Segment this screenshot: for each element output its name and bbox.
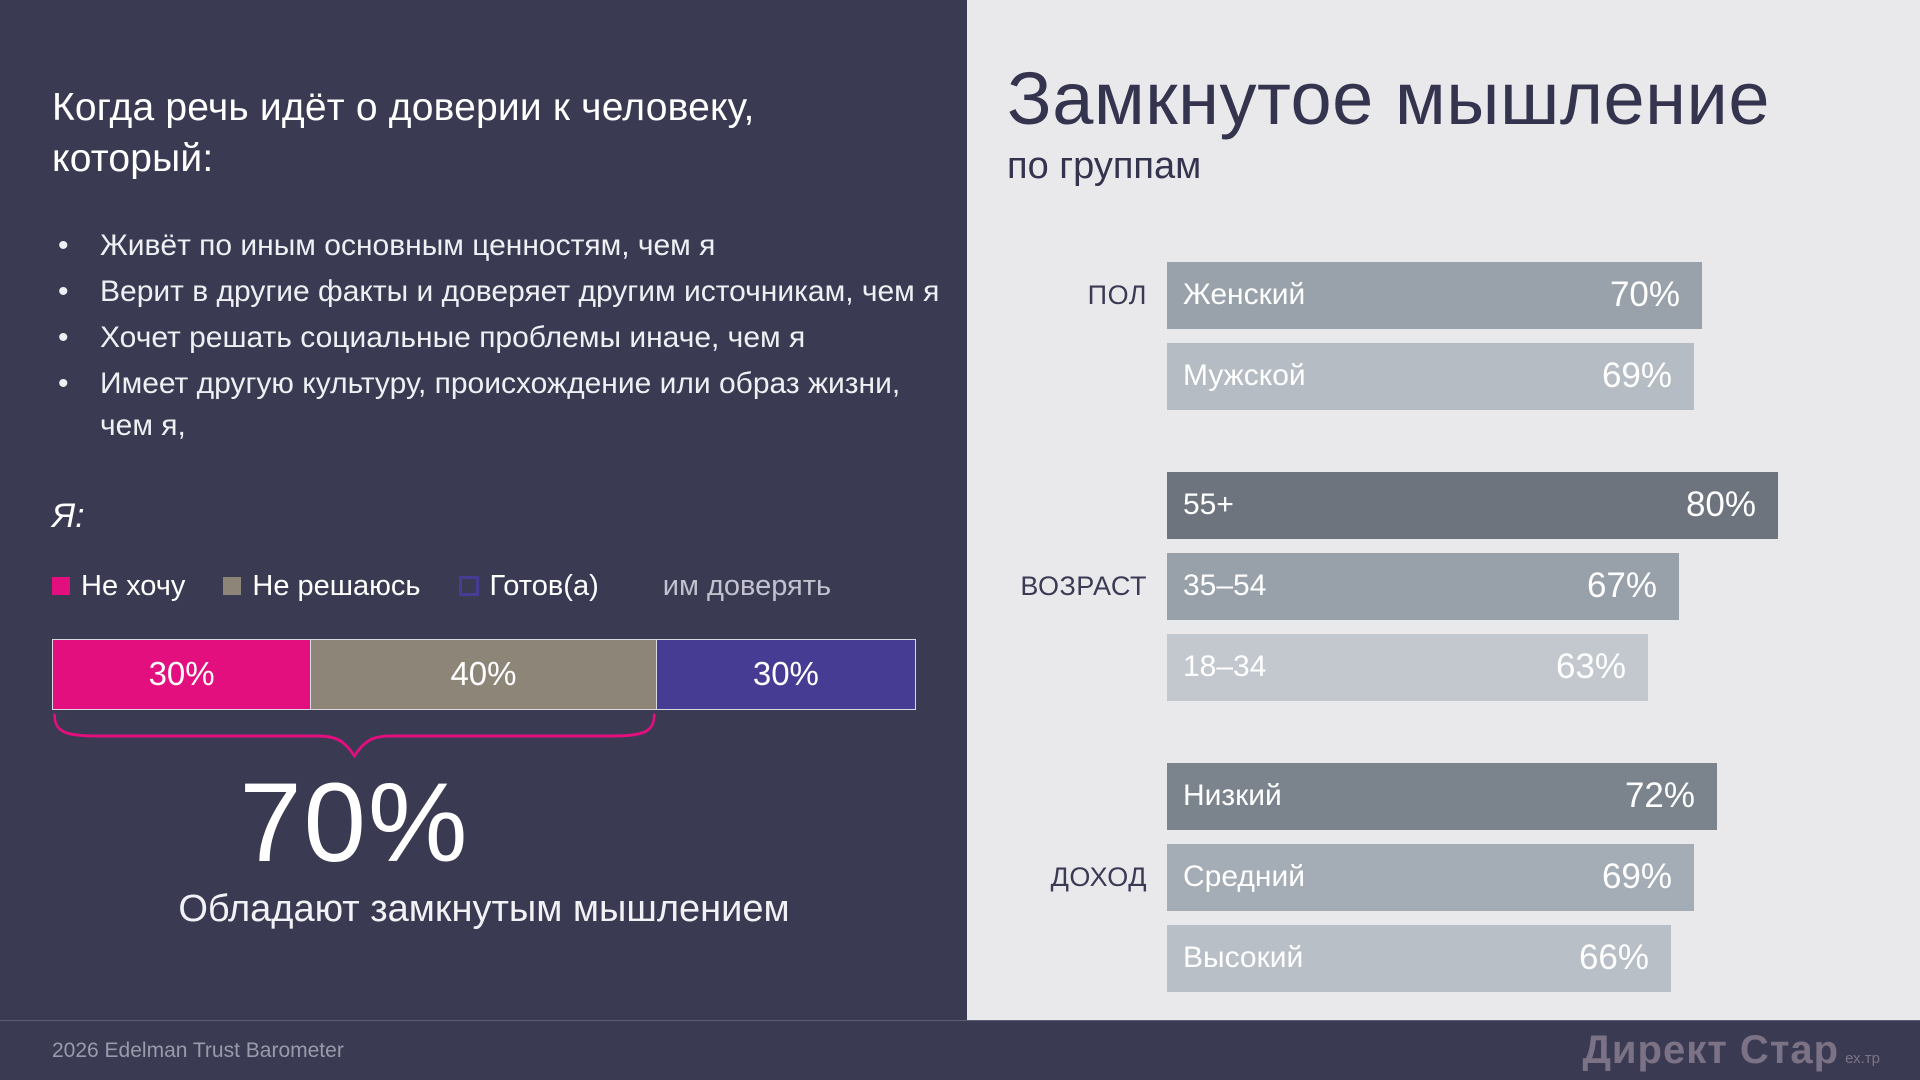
bar-nizkiy: Низкий 72% [1167,762,1717,830]
stacked-bar: 30% 40% 30% [52,638,916,710]
watermark: Директ Стар ех.тр [1582,1028,1880,1073]
legend-swatch-gray [223,577,242,596]
bar-value: 67% [1586,566,1657,606]
bar-category: 18–34 [1183,650,1267,684]
bar-55plus: 55+ 80% [1167,471,1778,539]
group-label-income: ДОХОД [1050,861,1147,892]
bar-category: Высокий [1183,941,1304,975]
bar-value: 72% [1624,776,1695,816]
bar-category: 55+ [1183,488,1234,522]
watermark-text: Директ Стар [1582,1028,1840,1072]
segment-ne-hochu: 30% [52,638,312,710]
legend-item-gotov: Готов(а) [458,569,599,603]
segment-label: 30% [752,655,819,693]
left-title: Когда речь идёт о доверии к человеку, ко… [52,86,755,181]
watermark-suffix: ех.тр [1845,1050,1880,1067]
bar-35-54: 35–54 67% [1167,552,1679,620]
bar-value: 63% [1555,647,1626,687]
segment-ne-reshayus: 40% [311,638,657,710]
bar-category: Низкий [1183,779,1282,813]
segment-gotov: 30% [656,638,916,710]
bar-category: Мужской [1183,359,1306,393]
bar-value: 66% [1578,938,1649,978]
legend-swatch-purple [458,576,479,597]
bullet-item: Верит в другие факты и доверяет другим и… [52,271,940,313]
group-label-gender: ПОЛ [1087,279,1147,310]
stacked-bar-chart: 30% 40% 30% 70% Обладают замкнутым мышле… [52,638,916,931]
chart-group-gender: ПОЛ Женский 70% Мужской 69% [1007,261,1920,410]
footer-source: 2026 Edelman Trust Barometer [52,1038,344,1062]
chart-group-age: ВОЗРАСТ 55+ 80% 35–54 67% 18–34 63% [1007,471,1920,701]
bullet-item: Хочет решать социальные проблемы иначе, … [52,317,940,359]
bar-muzhskoy: Мужской 69% [1167,342,1694,410]
bar-value: 80% [1685,485,1756,525]
bar-18-34: 18–34 63% [1167,633,1648,701]
right-title: Замкнутое мышление [1007,57,1771,140]
annotation-value: 70% [239,759,470,885]
underbrace-svg [53,713,656,759]
underbrace: 70% [52,712,657,882]
bar-category: Средний [1183,860,1305,894]
ya-label: Я: [52,496,85,535]
bullet-item: Имеет другую культуру, происхождение или… [52,363,940,447]
legend: Не хочу Не решаюсь Готов(а) им доверять [52,570,967,603]
right-subtitle: по группам [1007,144,1202,187]
bar-zhenskiy: Женский 70% [1167,261,1702,329]
bar-sredniy: Средний 69% [1167,843,1694,911]
annotation-caption: Обладают замкнутым мышлением [178,887,790,930]
group-label-age: ВОЗРАСТ [1020,570,1147,601]
bar-vysokiy: Высокий 66% [1167,924,1671,992]
bar-category: 35–54 [1183,569,1267,603]
bar-value: 69% [1601,857,1672,897]
segment-label: 30% [148,655,215,693]
legend-item-ne-hochu: Не хочу [52,570,185,603]
footer-strip: 2026 Edelman Trust Barometer Директ Стар… [0,1020,1920,1080]
left-panel: Когда речь идёт о доверии к человеку, ко… [0,0,967,1020]
legend-label: Готов(а) [489,569,599,602]
bullet-list: Живёт по иным основным ценностям, чем я … [52,225,940,447]
legend-label: Не хочу [81,569,186,602]
bar-value: 70% [1609,275,1680,315]
chart-group-income: ДОХОД Низкий 72% Средний 69% Высокий 66% [1007,762,1920,992]
legend-label: Не решаюсь [252,569,421,602]
legend-swatch-pink [52,577,70,596]
bullet-item: Живёт по иным основным ценностям, чем я [52,225,940,267]
group-bar-chart: ПОЛ Женский 70% Мужской 69% ВОЗРАСТ [1007,261,1920,992]
bar-category: Женский [1183,278,1306,312]
legend-item-ne-reshayus: Не решаюсь [223,569,421,603]
bar-value: 69% [1601,356,1672,396]
segment-label: 40% [450,655,517,693]
right-panel: Замкнутое мышление по группам ПОЛ Женски… [967,0,1920,1020]
brace-path [53,713,656,759]
legend-suffix: им доверять [662,569,832,602]
